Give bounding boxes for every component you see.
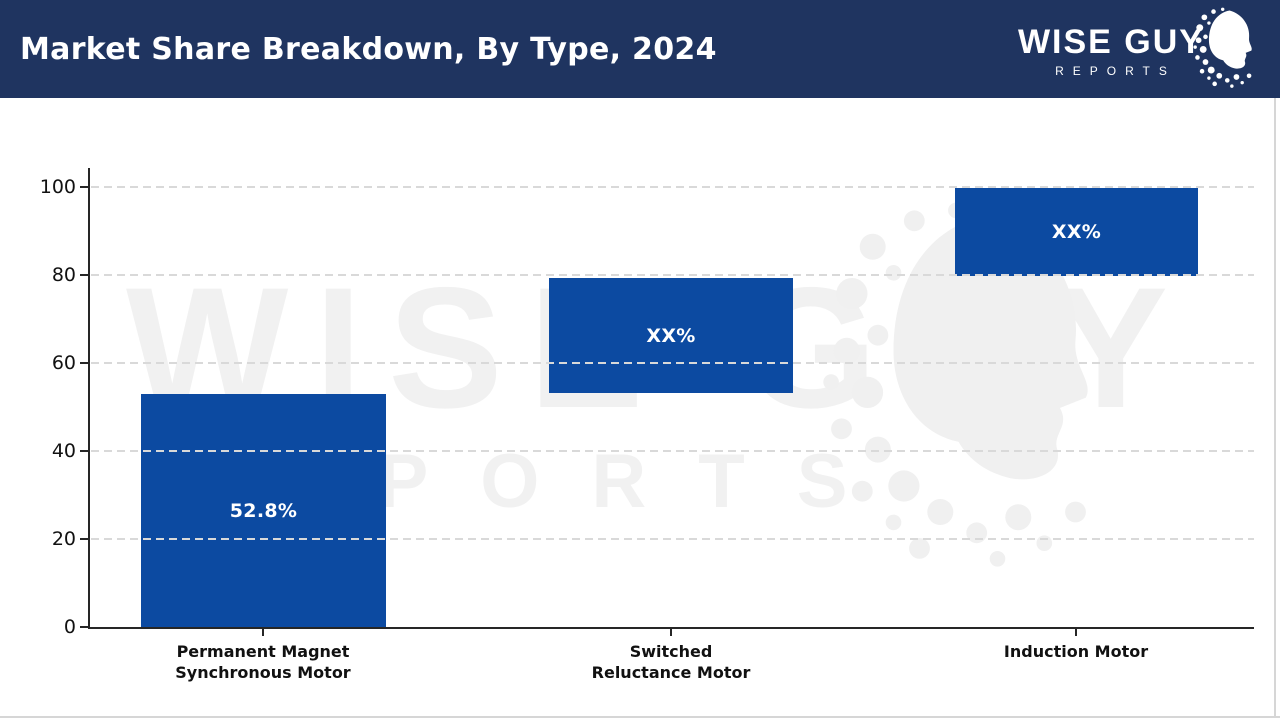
x-axis-label-switched-reluctance: Switched Reluctance Motor <box>506 641 836 683</box>
y-tick-label-100: 100 <box>39 176 76 198</box>
y-tick-mark-100 <box>80 186 88 188</box>
y-tick-label-20: 20 <box>51 528 76 550</box>
bar-value-label: 52.8% <box>229 499 298 522</box>
bar-permanent-magnet-synchronous-motor: 52.8% <box>141 394 386 627</box>
gridline-100 <box>91 186 1254 188</box>
logo-wordmark: WISE GUY REPORTS <box>1018 23 1204 78</box>
x-tick-mark-3 <box>1075 629 1077 636</box>
gridline-80 <box>91 274 1254 276</box>
x-label-line: Permanent Magnet <box>176 642 350 661</box>
gridline-20 <box>91 538 1254 540</box>
x-axis-label-induction-motor: Induction Motor <box>911 641 1241 662</box>
page-bottom-border <box>0 716 1280 718</box>
x-label-line: Switched <box>629 642 713 661</box>
x-label-line: Induction Motor <box>1003 642 1149 661</box>
header-bar: Market Share Breakdown, By Type, 2024 WI… <box>0 0 1280 98</box>
y-axis-line <box>88 168 90 629</box>
y-tick-mark-80 <box>80 274 88 276</box>
y-tick-mark-20 <box>80 538 88 540</box>
y-tick-mark-40 <box>80 450 88 452</box>
bar-value-label: XX% <box>1051 221 1102 243</box>
bar-induction-motor: XX% <box>955 188 1198 276</box>
x-axis-line <box>88 627 1254 629</box>
y-tick-label-60: 60 <box>51 352 76 374</box>
logo-face-icon <box>1193 7 1252 88</box>
logo-wiseguy-text: WISE GUY <box>1017 22 1204 61</box>
x-tick-mark-1 <box>262 629 264 636</box>
bar-value-label: XX% <box>646 324 696 347</box>
y-tick-label-40: 40 <box>51 440 76 462</box>
y-tick-label-0: 0 <box>63 616 76 638</box>
x-tick-mark-2 <box>670 629 672 636</box>
x-label-line: Reluctance Motor <box>591 663 751 682</box>
y-tick-mark-60 <box>80 362 88 364</box>
gridline-60 <box>91 362 1254 364</box>
gridline-40 <box>91 450 1254 452</box>
logo-reports-text: REPORTS <box>1055 63 1176 78</box>
x-label-line: Synchronous Motor <box>175 663 351 682</box>
y-tick-label-80: 80 <box>51 264 76 286</box>
brand-logo: WISE GUY REPORTS <box>1018 6 1268 94</box>
page-title: Market Share Breakdown, By Type, 2024 <box>20 31 717 67</box>
x-axis-label-permanent-magnet: Permanent Magnet Synchronous Motor <box>98 641 428 683</box>
y-tick-mark-0 <box>80 626 88 628</box>
bar-switched-reluctance-motor: XX% <box>549 278 793 393</box>
page-right-border <box>1274 98 1276 718</box>
